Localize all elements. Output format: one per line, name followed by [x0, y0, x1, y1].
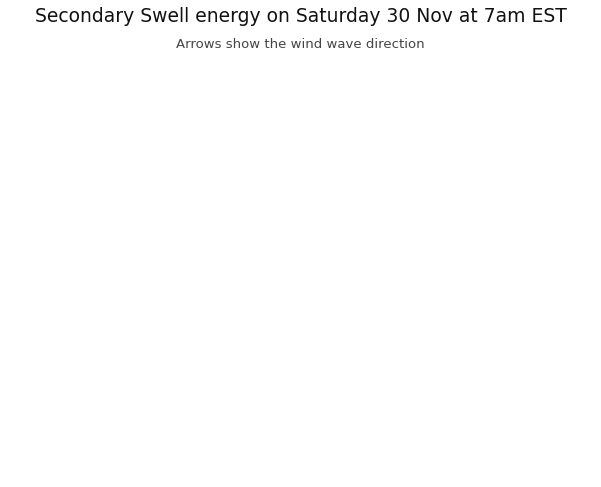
- Text: Secondary Swell energy on Saturday 30 Nov at 7am EST: Secondary Swell energy on Saturday 30 No…: [35, 7, 566, 26]
- Text: Arrows show the wind wave direction: Arrows show the wind wave direction: [176, 38, 425, 51]
- Text: Map requires cartopy: Map requires cartopy: [212, 262, 389, 281]
